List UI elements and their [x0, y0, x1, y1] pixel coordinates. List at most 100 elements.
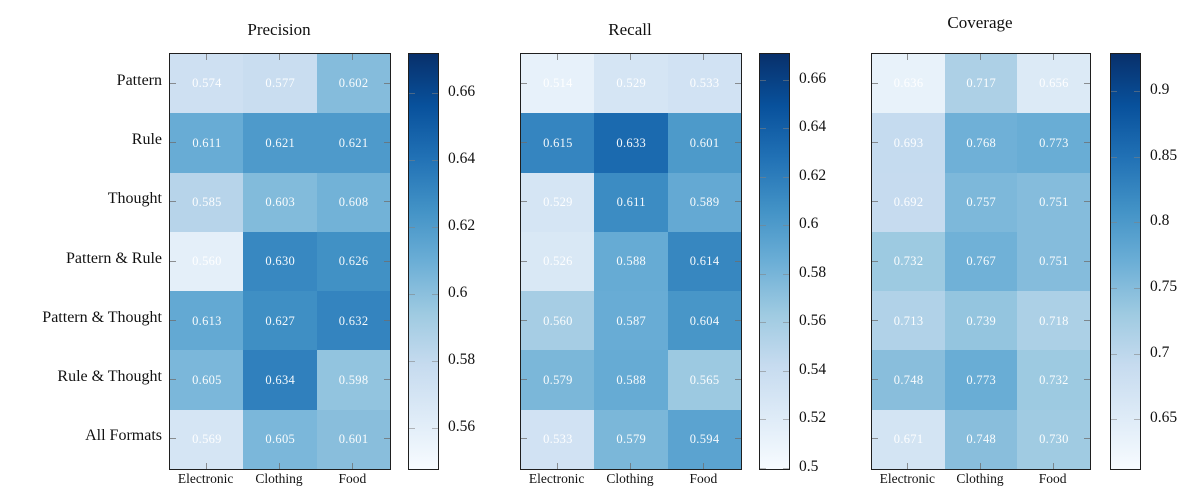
axis-tick: [521, 379, 527, 381]
cell-value: 0.636: [893, 76, 924, 91]
heatmap-cell: 0.601: [667, 113, 742, 174]
cell-value: 0.533: [543, 432, 573, 447]
column-label: Clothing: [956, 471, 1004, 486]
cell-value: 0.603: [265, 194, 296, 209]
colorbar-tick-label: 0.8: [1150, 212, 1170, 230]
colorbar-tick-label: 0.85: [1150, 146, 1178, 164]
column-label: Clothing: [255, 471, 303, 486]
heatmap-cell: 0.579: [521, 350, 595, 411]
axis-tick: [170, 438, 176, 440]
cell-value: 0.577: [265, 76, 296, 91]
colorbar-tick-label: 0.65: [1150, 409, 1178, 427]
cell-value: 0.605: [265, 432, 296, 447]
heatmap-cell: 0.514: [521, 54, 595, 114]
colorbar-tick-mark: [783, 468, 789, 469]
colorbar-tick-label: 0.58: [799, 263, 827, 281]
colorbar-tick-mark: [760, 225, 766, 227]
colorbar-tick-mark: [760, 468, 766, 469]
axis-tick: [556, 54, 558, 60]
axis-tick: [205, 463, 207, 469]
axis-tick: [907, 463, 909, 469]
axis-tick: [384, 438, 390, 440]
axis-tick: [521, 141, 527, 143]
heatmap-cell: 0.577: [243, 54, 318, 114]
heatmap-cell: 0.630: [243, 231, 318, 292]
axis-tick: [1084, 319, 1090, 321]
row-label: Pattern & Rule: [66, 249, 162, 267]
heatmap-cell: 0.671: [872, 409, 946, 470]
cell-value: 0.730: [1039, 432, 1069, 447]
heatmap-cell: 0.608: [316, 172, 391, 233]
heatmap-cell: 0.633: [594, 113, 669, 174]
axis-tick: [872, 141, 878, 143]
heatmap-cell: 0.533: [521, 409, 595, 470]
colorbar-tick-mark: [1134, 156, 1140, 158]
colorbar-tick-mark: [1111, 288, 1117, 290]
cell-value: 0.594: [689, 432, 720, 447]
heatmap-cell: 0.656: [1017, 54, 1091, 114]
axis-tick: [384, 82, 390, 84]
colorbar-tick-mark: [783, 128, 789, 130]
axis-tick: [521, 82, 527, 84]
heatmap-cell: 0.692: [872, 172, 946, 233]
cell-value: 0.560: [543, 313, 573, 328]
cell-value: 0.732: [1039, 372, 1069, 387]
heatmap-cell: 0.602: [316, 54, 391, 114]
cell-value: 0.718: [1039, 313, 1069, 328]
cell-value: 0.598: [338, 372, 369, 387]
cell-value: 0.529: [616, 76, 647, 91]
heatmap-cell: 0.589: [667, 172, 742, 233]
cell-value: 0.671: [893, 432, 924, 447]
cell-value: 0.656: [1039, 76, 1069, 91]
cell-value: 0.717: [966, 76, 997, 91]
axis-tick: [980, 463, 981, 469]
colorbar-tick-mark: [409, 360, 415, 362]
heatmap-cell: 0.529: [594, 54, 669, 114]
cell-value: 0.585: [192, 194, 222, 209]
colorbar-tick-mark: [783, 419, 789, 421]
axis-tick: [735, 319, 741, 321]
axis-tick: [384, 201, 390, 203]
heatmap-cell: 0.526: [521, 231, 595, 292]
colorbar-tick-mark: [783, 370, 789, 372]
heatmap-cell: 0.626: [316, 231, 391, 292]
colorbar-tick-mark: [760, 322, 766, 324]
cell-value: 0.739: [966, 313, 997, 328]
row-label: Pattern: [116, 71, 162, 89]
colorbar-tick-mark: [432, 93, 438, 95]
column-label: Clothing: [606, 471, 654, 486]
axis-tick: [703, 463, 705, 469]
colorbar-tick-label: 0.66: [799, 69, 827, 87]
row-label: All Formats: [85, 427, 162, 445]
row-label: Thought: [107, 190, 162, 208]
column-label: Electronic: [177, 471, 234, 486]
heatmap-cell: 0.732: [872, 231, 946, 292]
heatmap-cell: 0.605: [170, 350, 244, 411]
axis-tick: [170, 141, 176, 143]
heatmap-plot: 0.574 0.577 0.602 0.611 0.621 0.621 0.585 0.603…: [169, 53, 391, 470]
colorbar-tick-label: 0.56: [799, 312, 827, 330]
colorbar-tick-mark: [1111, 222, 1117, 224]
cell-value: 0.767: [966, 254, 997, 269]
cell-value: 0.514: [543, 76, 573, 91]
colorbar-tick-label: 0.54: [799, 360, 827, 378]
colorbar-tick-label: 0.58: [448, 350, 476, 368]
cell-value: 0.732: [893, 254, 924, 269]
heatmap-cell: 0.621: [316, 113, 391, 174]
axis-tick: [872, 201, 878, 203]
axis-tick: [703, 54, 705, 60]
panel-title-recall: Recall: [608, 20, 652, 39]
heatmap-cell: 0.615: [521, 113, 595, 174]
colorbar-tick-label: 0.75: [1150, 278, 1178, 296]
axis-tick: [1084, 260, 1090, 262]
cell-value: 0.588: [616, 372, 647, 387]
heatmap-cell: 0.587: [594, 291, 669, 351]
colorbar-tick-mark: [783, 176, 789, 178]
colorbar-tick-mark: [1134, 288, 1140, 290]
heatmap-cell: 0.627: [243, 291, 318, 351]
cell-value: 0.602: [338, 76, 369, 91]
cell-value: 0.773: [966, 372, 997, 387]
axis-tick: [170, 379, 176, 381]
axis-tick: [735, 260, 741, 262]
